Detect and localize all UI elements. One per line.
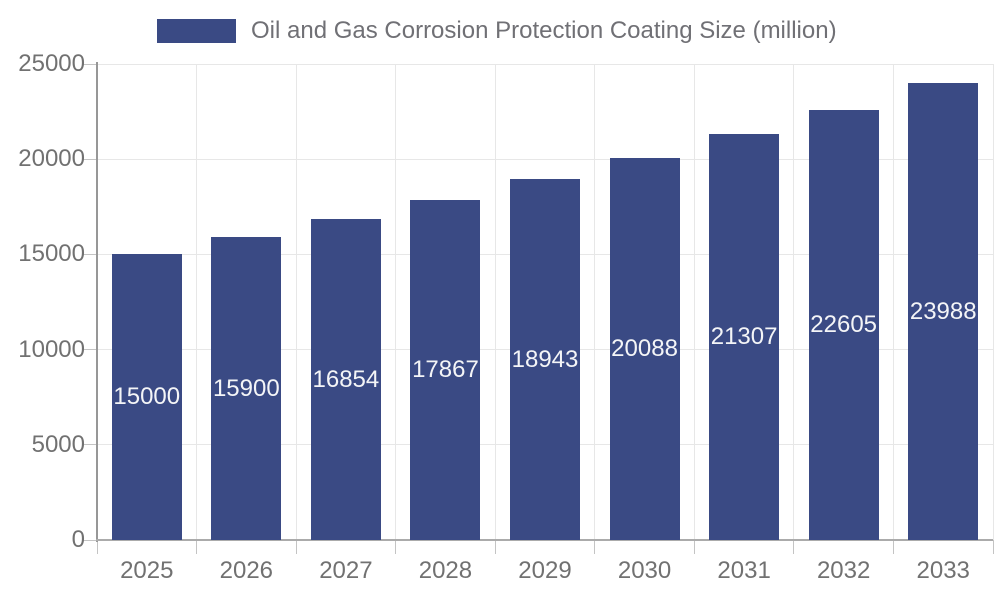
bar-value-label: 21307	[710, 323, 778, 351]
bar-value-label: 18943	[511, 345, 579, 373]
bar-2028[interactable]: 17867	[410, 199, 481, 540]
bar-value-label: 15000	[113, 383, 181, 411]
x-axis-category-label: 2033	[916, 557, 970, 584]
x-axis-tick	[693, 540, 695, 554]
x-axis-tick	[96, 540, 98, 554]
x-axis-category-label: 2029	[518, 557, 572, 584]
y-axis-tick-label: 25000	[18, 50, 85, 77]
x-axis-category-label: 2025	[120, 557, 174, 584]
legend-item[interactable]: Oil and Gas Corrosion Protection Coating…	[157, 17, 837, 45]
x-axis-category-label: 2027	[319, 557, 373, 584]
x-axis-category-label: 2028	[418, 557, 473, 584]
x-axis-tick	[494, 540, 496, 554]
gridline-horizontal	[97, 63, 993, 65]
x-axis-category-label: 2031	[717, 557, 771, 584]
gridline-vertical	[395, 64, 397, 540]
x-axis-tick	[793, 540, 795, 554]
y-axis-tick-label: 10000	[18, 335, 85, 363]
x-axis-category-label: 2032	[816, 557, 871, 584]
y-axis-tick	[83, 158, 97, 160]
y-axis-tick	[83, 539, 97, 541]
bar-value-label: 15900	[212, 374, 280, 402]
bar-value-label: 20088	[611, 334, 678, 362]
bar-value-label: 16854	[312, 365, 380, 393]
x-axis-tick	[892, 540, 894, 554]
y-axis-tick-label: 0	[71, 526, 85, 553]
gridline-vertical	[594, 64, 596, 540]
bar-2027[interactable]: 16854	[310, 219, 381, 540]
legend-swatch-icon	[157, 19, 236, 43]
bar-value-label: 23988	[909, 297, 977, 325]
gridline-vertical	[295, 64, 297, 540]
x-axis-category-label: 2026	[219, 557, 274, 584]
bar-2033[interactable]: 23988	[908, 83, 979, 540]
gridline-vertical	[793, 64, 795, 540]
x-axis-tick	[395, 540, 397, 554]
y-axis-tick	[83, 63, 97, 65]
y-axis-tick	[83, 444, 97, 446]
x-axis-tick	[992, 540, 994, 554]
gridline-vertical	[196, 64, 198, 540]
bar-2025[interactable]: 15000	[111, 254, 182, 540]
x-axis-category-label: 2030	[617, 557, 672, 584]
gridline-vertical	[892, 64, 894, 540]
bar-2032[interactable]: 22605	[808, 109, 879, 540]
y-axis-line	[96, 62, 98, 542]
y-axis-tick-label: 5000	[31, 430, 85, 458]
gridline-horizontal	[97, 158, 993, 160]
bar-value-label: 22605	[810, 310, 878, 338]
x-axis-tick	[594, 540, 596, 554]
bar-2029[interactable]: 18943	[510, 179, 580, 540]
chart-title: Oil and Gas Corrosion Protection Coating…	[251, 17, 837, 44]
bar-value-label: 17867	[412, 355, 479, 383]
y-axis-tick	[83, 349, 97, 351]
bar-2026[interactable]: 15900	[211, 237, 282, 540]
gridline-vertical	[693, 64, 695, 540]
y-axis-tick-label: 20000	[18, 145, 85, 173]
y-axis-tick	[83, 253, 97, 255]
x-axis-line	[96, 539, 993, 541]
bar-2031[interactable]: 21307	[709, 134, 780, 540]
x-axis-tick	[196, 540, 198, 554]
bar-2030[interactable]: 20088	[609, 157, 680, 540]
gridline-vertical	[494, 64, 496, 540]
x-axis-tick	[295, 540, 297, 554]
gridline-vertical	[992, 64, 994, 540]
y-axis-tick-label: 15000	[18, 240, 85, 268]
